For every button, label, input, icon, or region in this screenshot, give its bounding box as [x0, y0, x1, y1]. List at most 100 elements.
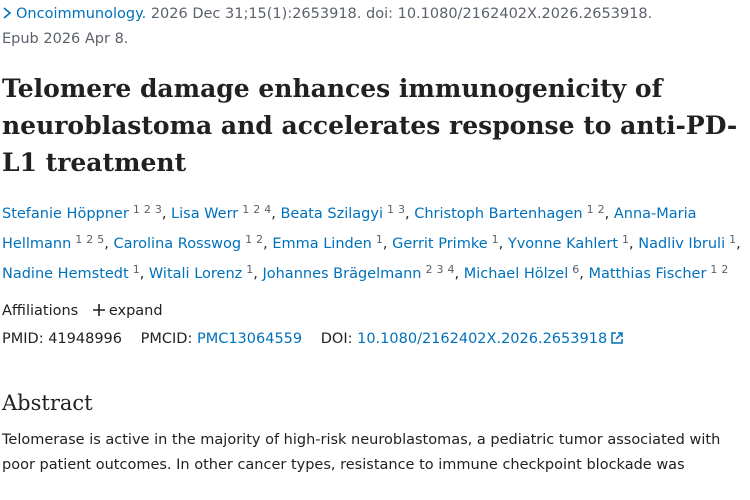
abstract-heading: Abstract	[2, 391, 93, 415]
pmcid-link[interactable]: PMC13064559	[196, 331, 303, 347]
affiliation-ref[interactable]: 1	[245, 233, 253, 246]
affiliation-ref[interactable]: 2	[425, 263, 433, 276]
affiliation-ref[interactable]: 2	[597, 203, 605, 216]
affiliation-ref[interactable]: 1	[387, 203, 394, 216]
epub-date: Epub 2026 Apr 8.	[2, 31, 129, 47]
affiliation-refs: 6	[568, 263, 579, 276]
affiliation-ref[interactable]: 1	[729, 233, 737, 246]
doi-text: 10.1080/2162402X.2026.2653918	[357, 331, 608, 347]
affiliation-ref[interactable]: 4	[447, 263, 455, 276]
author-name[interactable]: Beata Szilagyi	[280, 206, 383, 222]
expand-label: expand	[108, 303, 163, 319]
affiliation-ref[interactable]: 2	[253, 203, 261, 216]
author: Beata Szilagyi 1 3,	[280, 203, 409, 222]
abstract-text: Telomerase is active in the majority of …	[2, 432, 721, 473]
plus-icon	[92, 304, 105, 316]
affiliation-ref[interactable]: 2	[143, 203, 151, 216]
author-name[interactable]: Anna-Maria Hellmann	[2, 206, 697, 252]
affiliation-ref[interactable]: 4	[264, 203, 272, 216]
affiliation-ref[interactable]: 6	[572, 263, 580, 276]
author: Carolina Rosswog 1 2,	[113, 233, 268, 252]
author-name[interactable]: Nadine Hemstedt	[2, 266, 129, 282]
citation: Oncoimmunology. 2026 Dec 31;15(1):265391…	[2, 2, 742, 52]
separator: ,	[104, 236, 109, 252]
author: Michael Hölzel 6,	[463, 263, 584, 282]
affiliation-ref[interactable]: 1	[622, 233, 630, 246]
author-name[interactable]: Nadliv Ibruli	[638, 236, 726, 252]
author-name[interactable]: Lisa Werr	[171, 206, 239, 222]
external-link-icon	[611, 332, 623, 344]
author: Gerrit Primke 1,	[392, 233, 504, 252]
affiliation-ref[interactable]: 2	[86, 233, 94, 246]
affiliation-refs: 1	[725, 233, 736, 246]
separator: ,	[454, 266, 460, 282]
author-name[interactable]: Christoph Bartenhagen	[414, 206, 583, 222]
author: Nadine Hemstedt 1,	[2, 263, 145, 282]
affiliation-ref[interactable]: 1	[132, 263, 140, 276]
author-name[interactable]: Matthias Fischer	[588, 266, 707, 282]
affiliation-ref[interactable]: 1	[246, 263, 254, 276]
journal-link[interactable]: Oncoimmunology.	[16, 6, 147, 22]
separator: ,	[253, 266, 258, 282]
affiliation-ref[interactable]: 1	[491, 233, 499, 246]
author-name[interactable]: Michael Hölzel	[463, 266, 569, 282]
affiliation-ref[interactable]: 1	[586, 203, 594, 216]
affiliation-ref[interactable]: 2	[256, 233, 264, 246]
expand-button[interactable]: expand	[92, 303, 163, 319]
author: Lisa Werr 1 2 4,	[171, 203, 276, 222]
separator: ,	[579, 266, 584, 282]
author: Yvonne Kahlert 1,	[507, 233, 634, 252]
author-name[interactable]: Johannes Brägelmann	[262, 266, 422, 282]
author-name[interactable]: Gerrit Primke	[392, 236, 488, 252]
pmid: 41948996	[48, 331, 123, 347]
doi-label: DOI:	[320, 331, 353, 347]
affiliation-ref[interactable]: 3	[398, 203, 405, 216]
affiliation-ref[interactable]: 1	[75, 233, 83, 246]
affiliation-refs: 1	[372, 233, 383, 246]
separator: ,	[139, 266, 145, 282]
author: Witali Lorenz 1,	[148, 263, 258, 282]
author-list: Stefanie Höppner 1 2 3, Lisa Werr 1 2 4, Beata…	[2, 197, 742, 287]
article-title: Telomere damage enhances immunogenicity …	[2, 74, 738, 177]
separator: ,	[498, 236, 504, 252]
author-name[interactable]: Witali Lorenz	[148, 266, 243, 282]
author: Anna-Maria Hellmann 1 2 5,	[2, 206, 697, 252]
separator: ,	[736, 236, 741, 252]
author: Christoph Bartenhagen 1 2,	[414, 203, 609, 222]
affiliation-ref[interactable]: 3	[154, 203, 162, 216]
affiliation-refs: 1	[242, 263, 253, 276]
article: Oncoimmunology. 2026 Dec 31;15(1):265391…	[0, 2, 742, 478]
author-name[interactable]: Yvonne Kahlert	[507, 236, 619, 252]
separator: ,	[629, 236, 634, 252]
affiliation-ref[interactable]: 1	[710, 263, 718, 276]
author-name[interactable]: Emma Linden	[272, 236, 372, 252]
affiliation-ref[interactable]: 5	[97, 233, 105, 246]
affiliation-ref[interactable]: 2	[721, 263, 729, 276]
separator: ,	[271, 206, 276, 222]
pmcid-label: PMCID:	[140, 331, 193, 347]
separator: ,	[263, 236, 268, 252]
chevron-icon	[3, 7, 12, 19]
author: Matthias Fischer 1 2	[588, 263, 728, 282]
identifiers: PMID: 41948996 PMCID: PMC13064559 DOI: 1…	[2, 327, 742, 352]
author: Stefanie Höppner 1 2 3,	[2, 203, 166, 222]
affiliation-ref[interactable]: 1	[242, 203, 250, 216]
affiliation-ref[interactable]: 3	[436, 263, 444, 276]
affiliation-ref[interactable]: 1	[375, 233, 383, 246]
affiliations: Affiliations expand	[2, 299, 742, 324]
affiliation-ref[interactable]: 1	[132, 203, 140, 216]
author-name[interactable]: Stefanie Höppner	[2, 206, 129, 222]
affiliation-refs: 1	[129, 263, 140, 276]
author-name[interactable]: Carolina Rosswog	[113, 236, 242, 252]
pmid-label: PMID:	[2, 331, 44, 347]
doi-link[interactable]: 10.1080/2162402X.2026.2653918	[357, 331, 623, 347]
